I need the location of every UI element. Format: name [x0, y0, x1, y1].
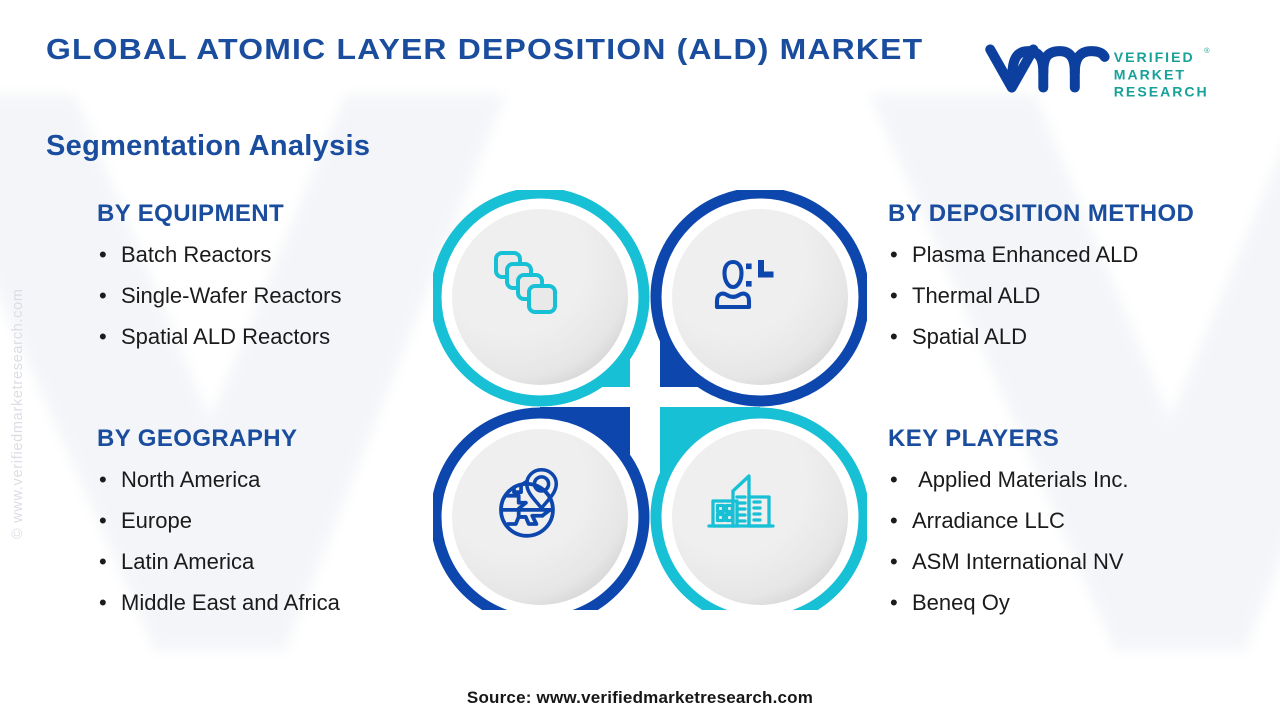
svg-text:®: ® — [1204, 46, 1210, 55]
svg-text:VERIFIED: VERIFIED — [1114, 49, 1195, 65]
svg-text:MARKET: MARKET — [1114, 66, 1186, 82]
svg-text:RESEARCH: RESEARCH — [1114, 84, 1209, 100]
